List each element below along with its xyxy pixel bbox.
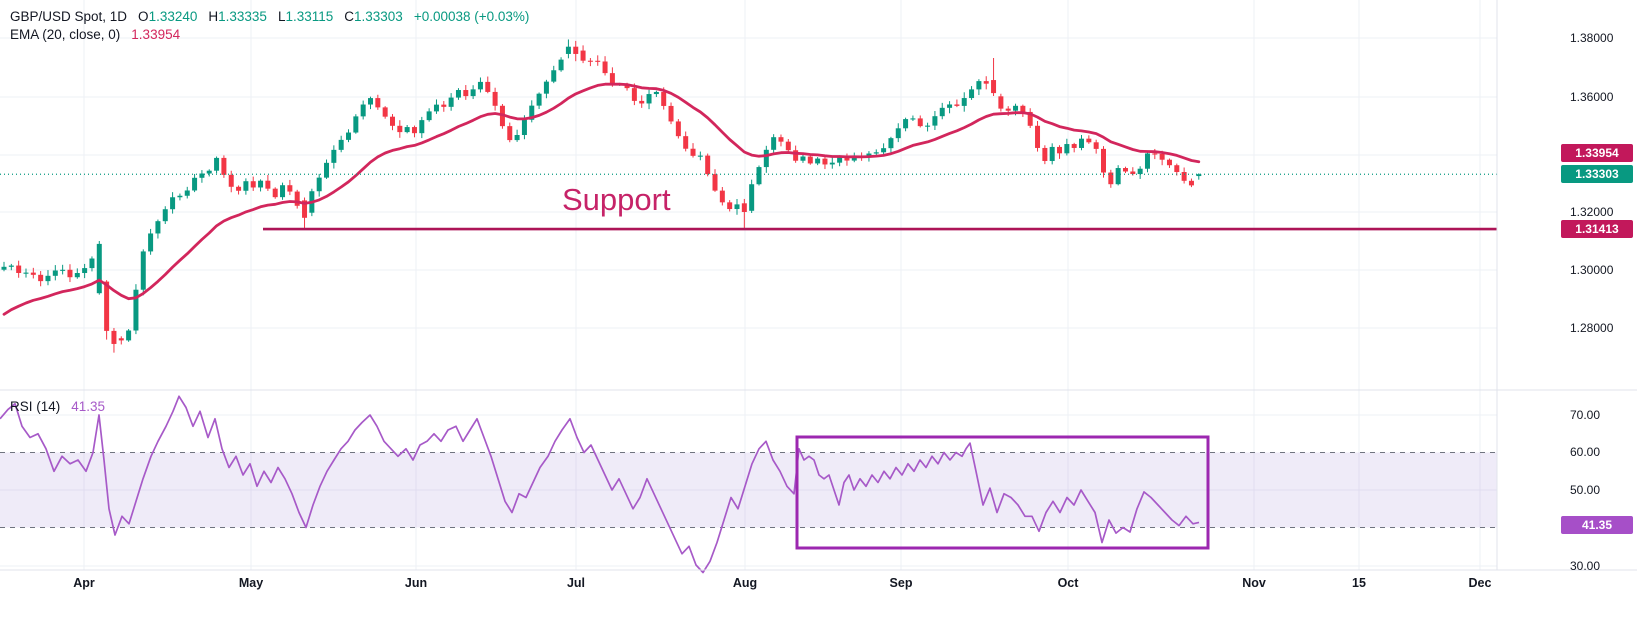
ohlc-high-label: H [208, 9, 219, 24]
rsi-axis-label: 70.00 [1570, 408, 1601, 422]
rsi-highlight-rect[interactable] [795, 435, 1210, 550]
ohlc-low-label: L [277, 9, 286, 24]
time-axis-label: Jun [404, 576, 428, 590]
rsi-axis-label: 30.00 [1570, 559, 1601, 573]
ohlc-close-value: 1.33303 [354, 9, 403, 24]
time-axis-label: Dec [1468, 576, 1492, 590]
price-axis-label: 1.38000 [1570, 31, 1614, 45]
rsi-band [0, 452, 1497, 528]
ohlc-low-value: 1.33115 [285, 9, 334, 24]
price-axis-label: 1.36000 [1570, 90, 1614, 104]
ohlc-close-label: C [344, 9, 355, 24]
time-axis-label: Jul [566, 576, 586, 590]
time-axis-label: Oct [1057, 576, 1079, 590]
support-price-badge: 1.31413 [1561, 220, 1633, 238]
candlesticks [1, 39, 1202, 353]
rsi-axis-label: 60.00 [1570, 445, 1601, 459]
last-price-badge: 1.33303 [1561, 165, 1633, 183]
rsi-legend-row[interactable]: RSI (14) 41.35 [10, 399, 105, 414]
price-axis-label: 1.30000 [1570, 263, 1614, 277]
ema-indicator-value: 1.33954 [131, 27, 181, 42]
symbol-title[interactable]: GBP/USD Spot, 1D [10, 9, 128, 24]
time-axis-label: Aug [732, 576, 758, 590]
price-axis-label: 1.32000 [1570, 205, 1614, 219]
ohlc-open-label: O [138, 9, 149, 24]
time-axis-label: Sep [889, 576, 913, 590]
rsi-value-badge: 41.35 [1561, 516, 1633, 534]
rsi-line [0, 395, 1200, 574]
rsi-indicator-label[interactable]: RSI (14) [10, 399, 61, 414]
ema-price-badge: 1.33954 [1561, 144, 1633, 162]
ohlc-change-value: +0.00038 (+0.03%) [413, 9, 530, 24]
price-axis-label: 1.28000 [1570, 321, 1614, 335]
pane-borders [0, 0, 1637, 571]
ema-legend-row[interactable]: EMA (20, close, 0) 1.33954 [10, 27, 180, 42]
ema-indicator-label[interactable]: EMA (20, close, 0) [10, 27, 121, 42]
symbol-legend-row[interactable]: GBP/USD Spot, 1D O1.33240 H1.33335 L1.33115… [10, 9, 529, 24]
ohlc-open-value: 1.33240 [148, 9, 198, 24]
time-axis-label: 15 [1352, 576, 1366, 590]
time-axis-label: May [238, 576, 264, 590]
time-axis-label: Nov [1242, 576, 1266, 590]
ohlc-high-value: 1.33335 [218, 9, 267, 24]
rsi-indicator-value: 41.35 [71, 399, 106, 414]
rsi-axis-label: 50.00 [1570, 483, 1601, 497]
support-annotation-text[interactable]: Support [562, 182, 671, 217]
ema-line[interactable] [2, 82, 1201, 316]
time-axis-label: Apr [73, 576, 95, 590]
